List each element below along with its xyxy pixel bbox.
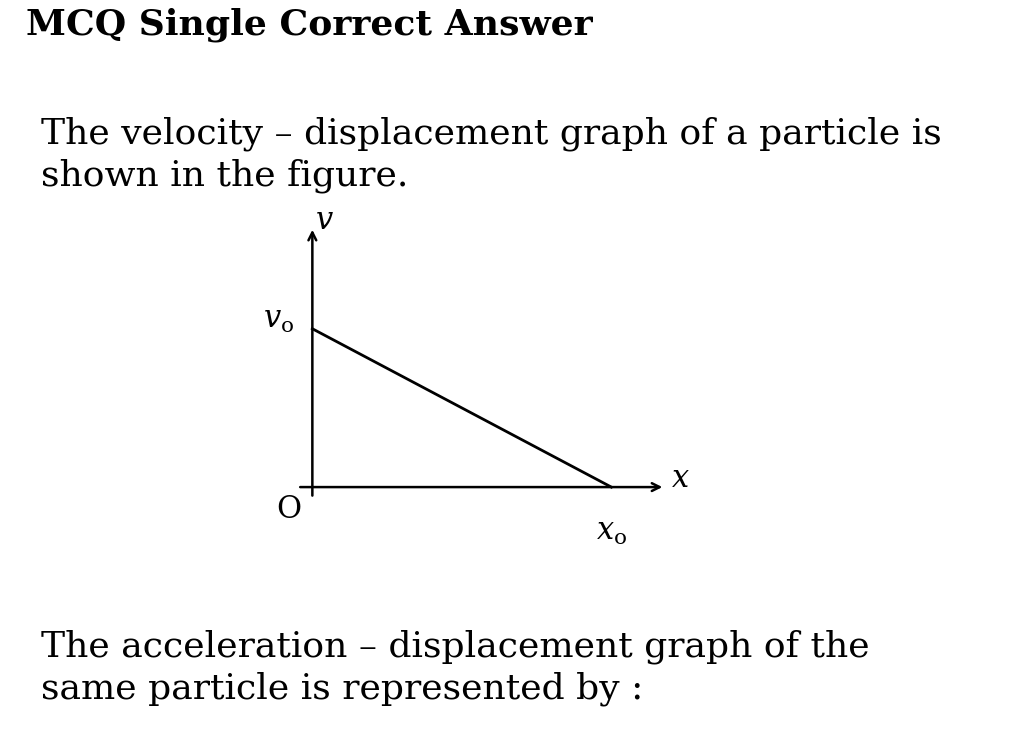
Text: shown in the figure.: shown in the figure. [41,158,409,193]
Text: The acceleration – displacement graph of the: The acceleration – displacement graph of… [41,630,869,664]
Text: $v_{\mathrm{o}}$: $v_{\mathrm{o}}$ [263,304,295,336]
Text: same particle is represented by :: same particle is represented by : [41,671,643,706]
Text: O: O [275,494,301,526]
Text: MCQ Single Correct Answer: MCQ Single Correct Answer [26,7,592,41]
Text: $x_{\mathrm{o}}$: $x_{\mathrm{o}}$ [596,516,627,547]
Text: The velocity – displacement graph of a particle is: The velocity – displacement graph of a p… [41,117,942,152]
Text: x: x [672,462,689,494]
Text: v: v [315,204,333,236]
